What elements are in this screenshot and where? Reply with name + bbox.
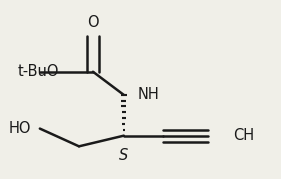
Text: O: O [87, 14, 99, 30]
Text: t-BuO: t-BuO [17, 64, 59, 79]
Text: HO: HO [9, 121, 31, 136]
Text: S: S [119, 148, 128, 163]
Text: CH: CH [233, 128, 254, 143]
Text: NH: NH [138, 87, 159, 102]
